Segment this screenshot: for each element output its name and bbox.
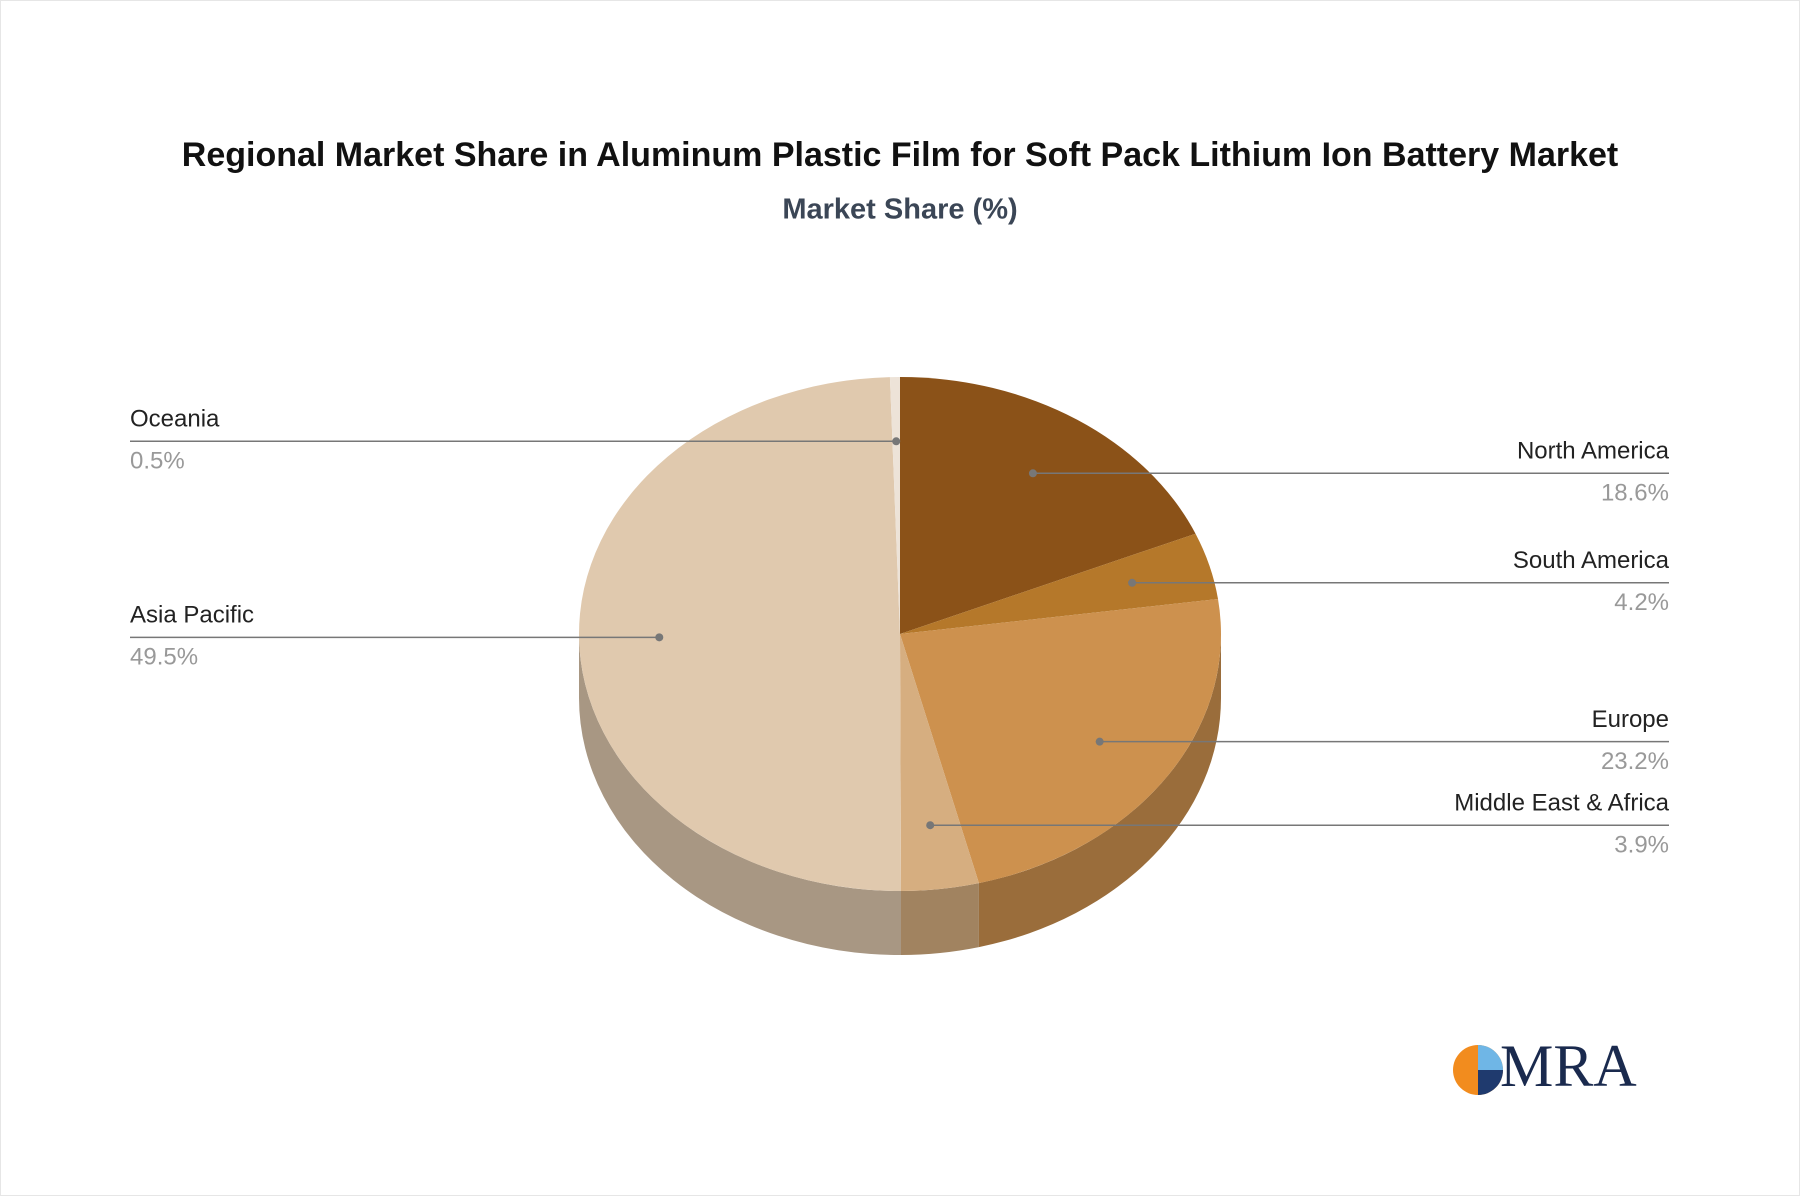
- slice-label: Oceania: [130, 406, 220, 433]
- slice: [900, 598, 1221, 884]
- slice: [900, 377, 1196, 634]
- leader-dot: [1028, 469, 1037, 478]
- chart-title: Regional Market Share in Aluminum Plasti…: [182, 136, 1618, 174]
- logo-icon-part: [1478, 1070, 1503, 1095]
- slice-label: Middle East & Africa: [1454, 790, 1669, 817]
- leader-dot: [1095, 737, 1104, 746]
- slice: [900, 533, 1219, 634]
- logo-text: MRA: [1500, 1033, 1637, 1099]
- slice: [579, 377, 902, 891]
- slice-value: 3.9%: [1614, 832, 1669, 859]
- slice-value: 23.2%: [1601, 748, 1669, 775]
- leader-dot: [1128, 578, 1137, 587]
- slice-label: Asia Pacific: [130, 602, 254, 629]
- slice-value: 0.5%: [130, 448, 185, 475]
- leader-dot: [892, 437, 901, 446]
- logo-icon-part: [1478, 1045, 1503, 1070]
- slice-label: North America: [1517, 438, 1670, 465]
- slice-side: [579, 634, 902, 955]
- leader-dot: [926, 821, 935, 830]
- slice-value: 49.5%: [130, 644, 198, 671]
- slice-side: [978, 634, 1221, 948]
- slice-side: [901, 883, 979, 955]
- slice-label: South America: [1513, 547, 1670, 574]
- slice-label: Europe: [1592, 706, 1669, 733]
- pie-sides: [579, 634, 1221, 955]
- slice-value: 4.2%: [1614, 589, 1669, 616]
- slice-value: 18.6%: [1601, 480, 1669, 507]
- leader-dot: [655, 633, 664, 642]
- logo: MRA: [1453, 1033, 1637, 1099]
- chart-subtitle: Market Share (%): [782, 194, 1017, 226]
- pie-top: [579, 377, 1221, 891]
- slice: [900, 634, 979, 891]
- pie-labels: North America 18.6% South America 4.2% Europ…: [130, 406, 1670, 859]
